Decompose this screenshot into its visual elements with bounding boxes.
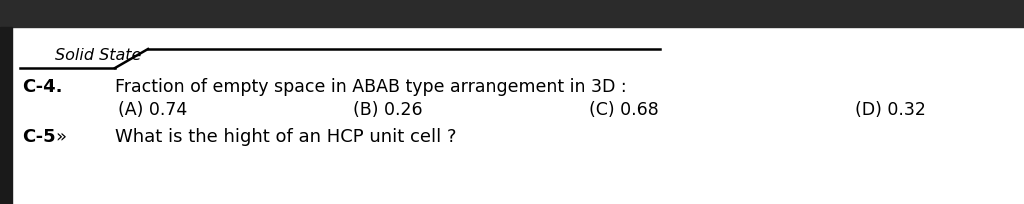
Text: C-5: C-5: [22, 127, 55, 145]
Text: C-4.: C-4.: [22, 78, 62, 95]
Text: Solid State: Solid State: [55, 48, 141, 63]
Text: (A) 0.74: (A) 0.74: [118, 101, 187, 118]
Text: What is the hight of an HCP unit cell ?: What is the hight of an HCP unit cell ?: [115, 127, 457, 145]
Text: Fraction of empty space in ABAB type arrangement in 3D :: Fraction of empty space in ABAB type arr…: [115, 78, 627, 95]
Text: (B) 0.26: (B) 0.26: [353, 101, 423, 118]
Text: (C) 0.68: (C) 0.68: [589, 101, 658, 118]
Bar: [0, 28, 12, 204]
Text: (D) 0.32: (D) 0.32: [855, 101, 926, 118]
Text: »: »: [55, 127, 67, 145]
Bar: [0, 0, 1024, 28]
